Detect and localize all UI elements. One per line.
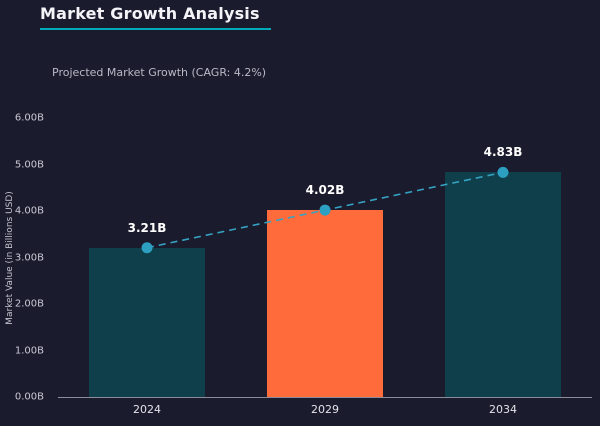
chart-title: Market Growth Analysis	[40, 4, 260, 23]
title-underline	[40, 28, 271, 30]
bar-2024	[89, 247, 205, 397]
bar-2034	[445, 172, 561, 397]
y-tick-label: 4.00B	[14, 205, 44, 217]
y-tick-label: 2.00B	[14, 298, 44, 310]
y-tick-label: 6.00B	[14, 112, 44, 124]
y-tick-label: 3.00B	[14, 252, 44, 263]
bar-2029	[267, 210, 383, 397]
value-label: 4.02B	[305, 183, 345, 198]
x-axis-tick-labels: 2024 2029 2034	[58, 403, 592, 423]
y-axis-tick-labels: 0.00B 1.00B 2.00B 3.00B 4.00B 5.00B 6.00B	[0, 113, 50, 403]
y-tick-label: 5.00B	[14, 159, 44, 170]
x-tick-label: 2029	[311, 403, 339, 416]
x-tick-label: 2034	[489, 403, 517, 416]
y-tick-label: 1.00B	[14, 345, 44, 356]
chart-subtitle: Projected Market Growth (CAGR: 4.2%)	[52, 66, 267, 79]
y-tick-label: 0.00B	[14, 391, 44, 403]
x-tick-label: 2024	[133, 403, 161, 416]
value-label: 4.83B	[483, 145, 523, 160]
value-label: 3.21B	[127, 220, 167, 235]
plot-area: 3.21B 4.02B 4.83B	[58, 118, 592, 398]
